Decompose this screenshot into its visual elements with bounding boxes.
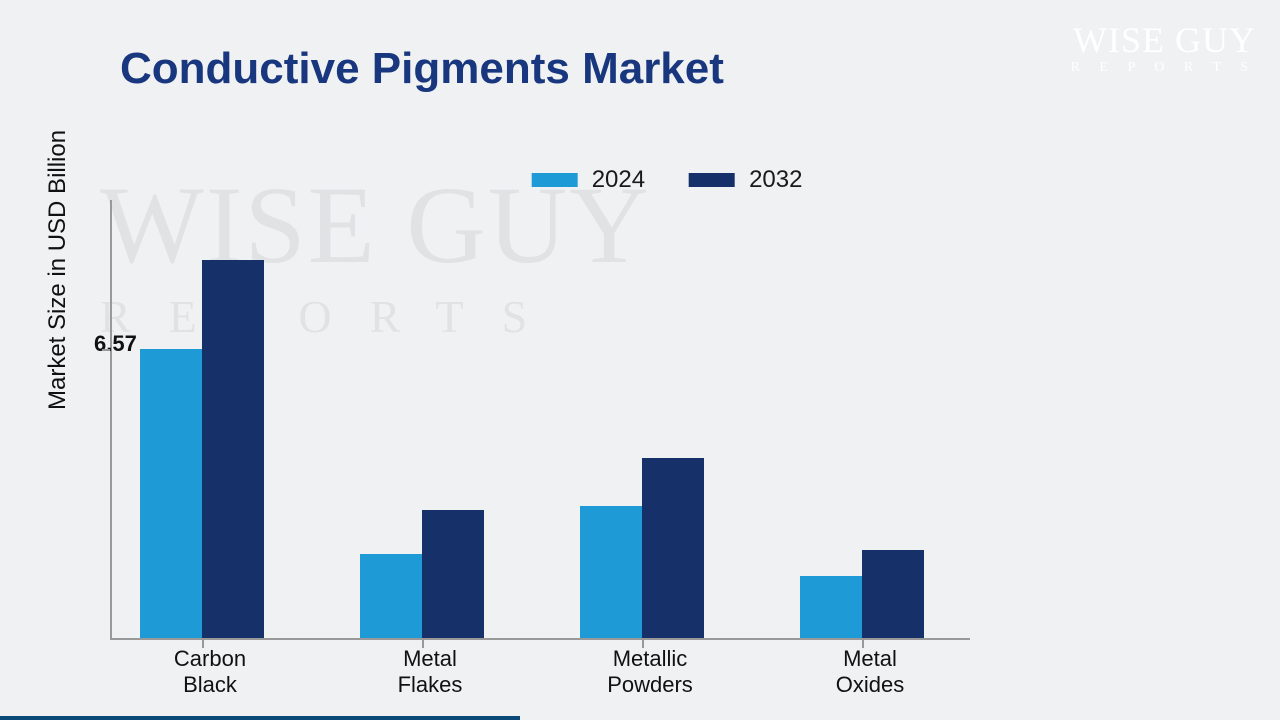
bar	[800, 576, 862, 638]
bar	[422, 510, 484, 638]
legend-label: 2024	[592, 166, 645, 194]
bar-group: MetalOxides	[800, 550, 940, 638]
legend-swatch-2024	[532, 173, 578, 187]
brand-name: WISE GUY	[1071, 22, 1256, 58]
chart-canvas: WISE GUY R E P O R T S WISE GUY REPORTS …	[0, 0, 1280, 720]
chart-title: Conductive Pigments Market	[120, 44, 724, 94]
bar	[580, 506, 642, 638]
y-axis-line	[110, 200, 112, 640]
legend: 2024 2032	[532, 166, 803, 194]
legend-swatch-2032	[689, 173, 735, 187]
y-tick	[102, 349, 110, 351]
category-label: MetalOxides	[780, 646, 960, 699]
plot-area: CarbonBlack6.57MetalFlakesMetallicPowder…	[110, 200, 970, 640]
brand-subtitle: R E P O R T S	[1071, 60, 1256, 76]
bar	[202, 260, 264, 638]
bar-group: CarbonBlack	[140, 260, 280, 638]
bar-group: MetallicPowders	[580, 458, 720, 638]
y-axis-label: Market Size in USD Billion	[44, 130, 72, 410]
brand-logo: WISE GUY R E P O R T S	[1071, 22, 1256, 76]
bar-value-label: 6.57	[94, 331, 137, 357]
legend-label: 2032	[749, 166, 802, 194]
bar	[140, 349, 202, 638]
bar	[862, 550, 924, 638]
bar	[360, 554, 422, 638]
bottom-accent-bar	[0, 716, 520, 720]
x-axis-line	[110, 638, 970, 640]
category-label: CarbonBlack	[120, 646, 300, 699]
legend-item: 2032	[689, 166, 802, 194]
bar-group: MetalFlakes	[360, 510, 500, 638]
category-label: MetalFlakes	[340, 646, 520, 699]
legend-item: 2024	[532, 166, 645, 194]
bar	[642, 458, 704, 638]
category-label: MetallicPowders	[560, 646, 740, 699]
